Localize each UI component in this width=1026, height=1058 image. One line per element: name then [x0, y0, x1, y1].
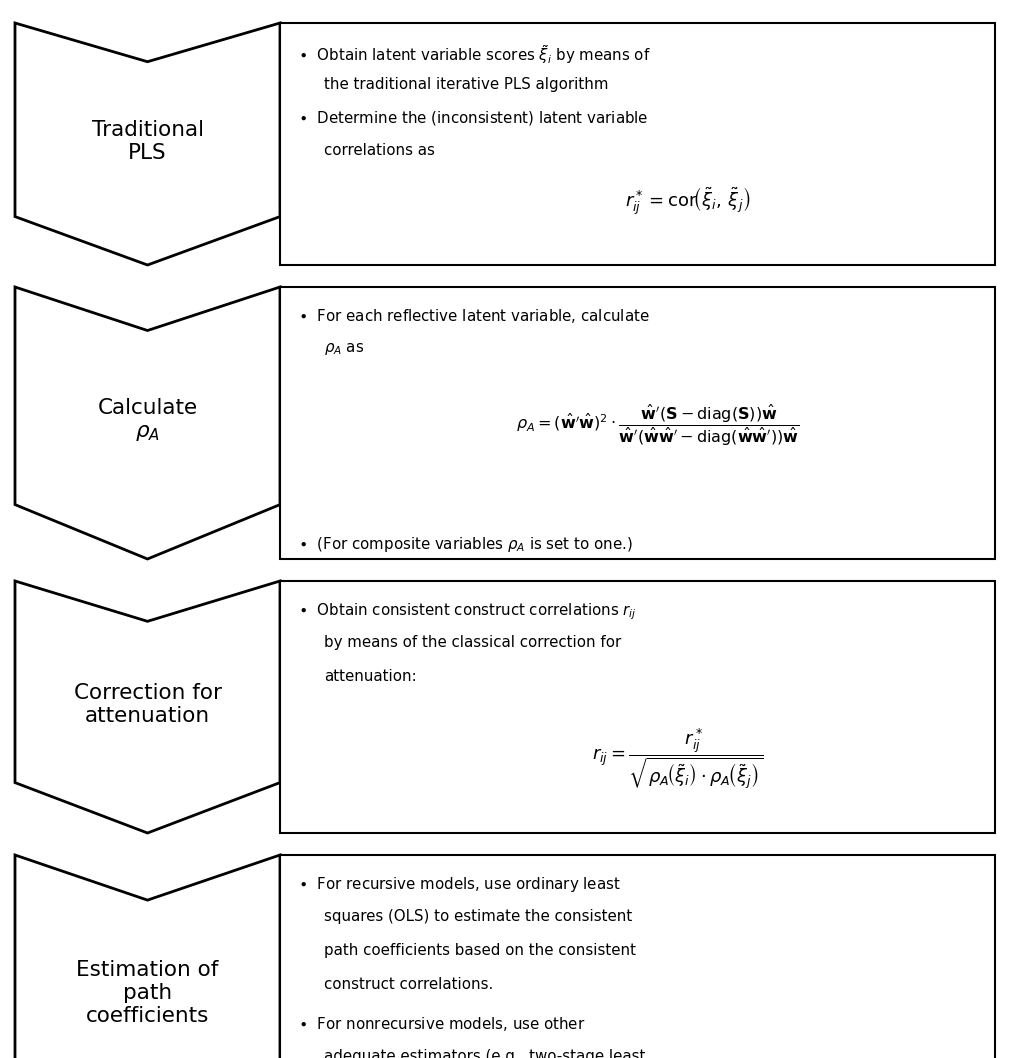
Text: the traditional iterative PLS algorithm: the traditional iterative PLS algorithm: [324, 77, 608, 92]
Text: Calculate
$\rho_A$: Calculate $\rho_A$: [97, 398, 198, 443]
Text: $\rho_A = (\hat{\mathbf{w}}^{\prime}\hat{\mathbf{w}})^2 \cdot \dfrac{\hat{\mathb: $\rho_A = (\hat{\mathbf{w}}^{\prime}\hat…: [516, 402, 799, 448]
Text: construct correlations.: construct correlations.: [324, 977, 494, 992]
Text: $\bullet$  For each reflective latent variable, calculate: $\bullet$ For each reflective latent var…: [298, 307, 649, 325]
Text: $\bullet$  (For composite variables $\rho_A$ is set to one.): $\bullet$ (For composite variables $\rho…: [298, 535, 633, 554]
Bar: [280, 581, 995, 833]
Polygon shape: [15, 855, 280, 1058]
Text: Estimation of
path
coefficients: Estimation of path coefficients: [76, 960, 219, 1026]
Text: attenuation:: attenuation:: [324, 669, 417, 685]
Polygon shape: [15, 287, 280, 559]
Bar: [280, 23, 995, 264]
Text: by means of the classical correction for: by means of the classical correction for: [324, 635, 622, 650]
Polygon shape: [15, 23, 280, 264]
Text: $\bullet$  Obtain consistent construct correlations $r_{ij}$: $\bullet$ Obtain consistent construct co…: [298, 601, 636, 622]
Text: $\bullet$  For nonrecursive models, use other: $\bullet$ For nonrecursive models, use o…: [298, 1015, 586, 1033]
Text: $\bullet$  Determine the (inconsistent) latent variable: $\bullet$ Determine the (inconsistent) l…: [298, 109, 648, 127]
Text: Traditional
PLS: Traditional PLS: [91, 120, 203, 163]
Text: $r_{ij} = \dfrac{r^*_{ij}}{\sqrt{\rho_A\!\left(\tilde{\xi}_i\right) \cdot \rho_A: $r_{ij} = \dfrac{r^*_{ij}}{\sqrt{\rho_A\…: [592, 727, 763, 791]
Bar: [280, 855, 995, 1058]
Text: $\bullet$  For recursive models, use ordinary least: $\bullet$ For recursive models, use ordi…: [298, 875, 621, 894]
Polygon shape: [15, 581, 280, 833]
Text: $\bullet$  Obtain latent variable scores $\tilde{\xi}_i$ by means of: $\bullet$ Obtain latent variable scores …: [298, 43, 650, 66]
Text: Correction for
attenuation: Correction for attenuation: [74, 682, 222, 726]
Text: $r^*_{ij} = \mathrm{cor}\!\left(\tilde{\xi}_i,\, \tilde{\xi}_j\right)$: $r^*_{ij} = \mathrm{cor}\!\left(\tilde{\…: [625, 185, 750, 217]
Text: $\rho_A$ as: $\rho_A$ as: [324, 341, 364, 357]
Text: path coefficients based on the consistent: path coefficients based on the consisten…: [324, 943, 636, 957]
Text: squares (OLS) to estimate the consistent: squares (OLS) to estimate the consistent: [324, 909, 632, 924]
Bar: [280, 287, 995, 559]
Text: adequate estimators (e.g., two-stage least: adequate estimators (e.g., two-stage lea…: [324, 1048, 645, 1058]
Text: correlations as: correlations as: [324, 143, 435, 158]
